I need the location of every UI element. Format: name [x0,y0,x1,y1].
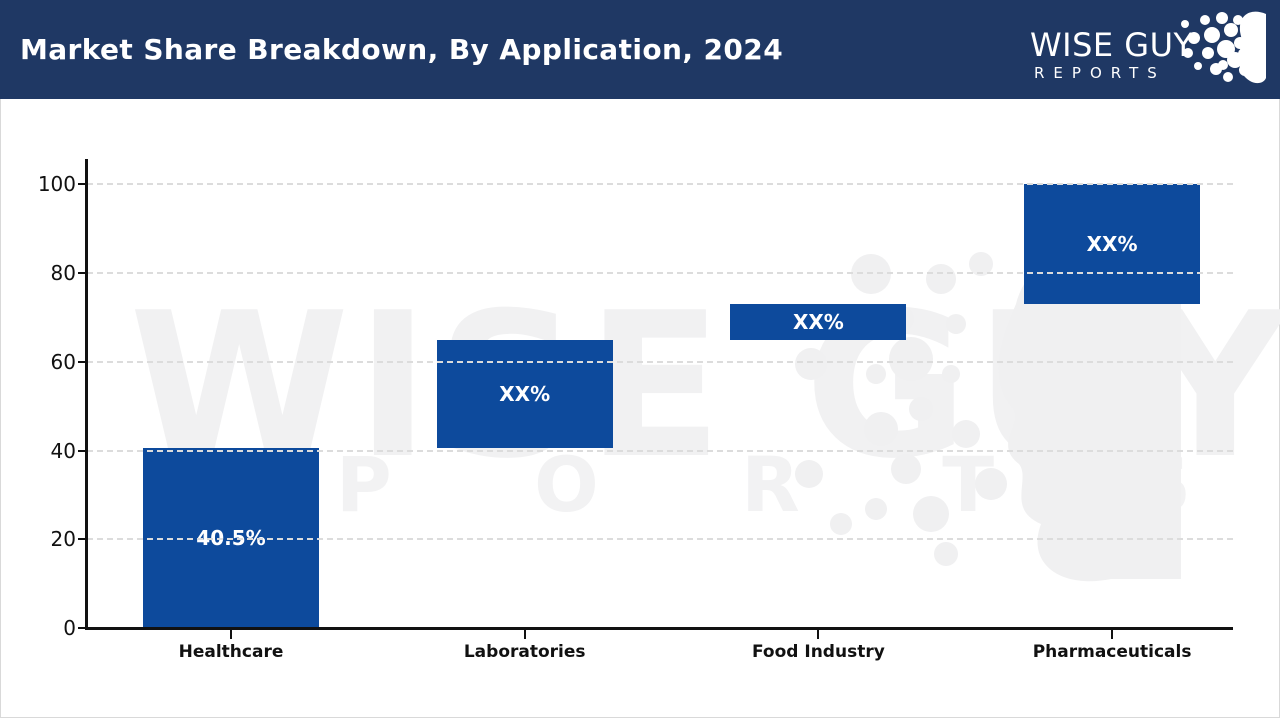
bar-value-label: XX% [499,381,551,406]
bar-pharmaceuticals: XX% [1024,184,1201,305]
bar-laboratories: XX% [436,339,613,449]
watermark-dots-head-icon [795,244,1181,582]
y-tick-label-0: 0 [63,616,76,640]
logo-subtitle: REPORTS [1034,64,1166,82]
y-tick-60 [78,360,87,363]
header-bar: Market Share Breakdown, By Application, … [0,0,1280,99]
y-tick-label-20: 20 [50,527,76,552]
x-tick-3 [1111,630,1114,639]
x-tick-2 [817,630,820,639]
x-category-label: Pharmaceuticals [1032,642,1192,662]
x-axis-line [85,627,1233,630]
bar-value-label: 40.5% [196,526,266,551]
gridline-80 [87,272,1233,274]
gridline-20 [87,538,1233,541]
gridline-100 [87,183,1233,186]
y-tick-40 [78,449,87,452]
bar-food-industry: XX% [730,304,907,340]
y-tick-100 [78,183,87,186]
x-tick-0 [230,630,232,639]
page-title: Market Share Breakdown, By Application, … [20,33,784,66]
logo-dots-face-icon [1181,11,1266,83]
gridline-40 [87,449,1233,452]
x-category-label: Healthcare [178,642,284,662]
x-tick-1 [523,630,526,639]
chart-area: WISE GUY P O R T S 0 20 40 60 80 100 40.5% Heal… [0,99,1280,718]
y-axis-line [85,159,88,630]
y-tick-label-100: 100 [37,172,76,197]
y-tick-label-80: 80 [50,261,76,285]
bar-healthcare: 40.5% [143,448,319,628]
y-tick-label-40: 40 [50,438,76,463]
x-category-label: Laboratories [463,642,586,662]
bar-value-label: XX% [1086,232,1138,257]
bar-value-label: XX% [792,309,844,334]
y-tick-label-60: 60 [50,349,76,374]
gridline-60 [87,360,1233,363]
wise-guy-logo-graphic: WISE GUY REPORTS [1030,11,1266,83]
wise-guy-logo: WISE GUY REPORTS [1028,8,1268,92]
y-tick-80 [78,272,87,274]
y-tick-20 [78,538,87,541]
logo-wordmark: WISE GUY [1030,26,1194,64]
y-tick-0 [78,627,87,629]
x-category-label: Food Industry [752,642,885,662]
